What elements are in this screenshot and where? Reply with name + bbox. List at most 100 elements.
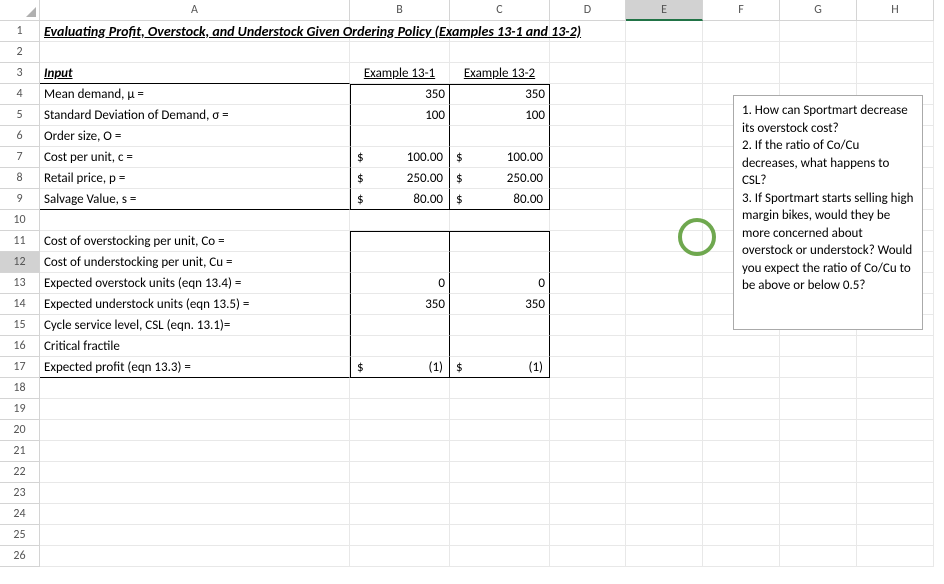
cell-C19[interactable] xyxy=(450,399,550,420)
cell-D25[interactable] xyxy=(550,525,626,546)
comment-textbox[interactable]: 1. How can Sportmart decrease its overst… xyxy=(733,95,923,330)
row-header-22[interactable]: 22 xyxy=(0,462,40,483)
cell-C3[interactable]: Example 13-2 xyxy=(450,63,550,84)
cell-E9[interactable] xyxy=(626,189,703,210)
cell-G19[interactable] xyxy=(780,399,857,420)
cell-H17[interactable] xyxy=(857,357,934,378)
cell-D4[interactable] xyxy=(550,84,626,105)
cell-E19[interactable] xyxy=(626,399,703,420)
cell-A3[interactable]: Input xyxy=(40,63,350,84)
cell-H18[interactable] xyxy=(857,378,934,399)
cell-C5[interactable]: 100 xyxy=(450,105,550,126)
cell-A17[interactable]: Expected profit (eqn 13.3) = xyxy=(40,357,350,378)
row-header-25[interactable]: 25 xyxy=(0,525,40,546)
cell-H19[interactable] xyxy=(857,399,934,420)
cell-A25[interactable] xyxy=(40,525,350,546)
cell-E13[interactable] xyxy=(626,273,703,294)
row-header-14[interactable]: 14 xyxy=(0,294,40,315)
cell-G3[interactable] xyxy=(780,63,857,84)
row-header-11[interactable]: 11 xyxy=(0,231,40,252)
cell-C20[interactable] xyxy=(450,420,550,441)
cell-B12[interactable] xyxy=(350,252,450,273)
cell-A19[interactable] xyxy=(40,399,350,420)
cell-A8[interactable]: Retail price, p = xyxy=(40,168,350,189)
cell-C13[interactable]: 0 xyxy=(450,273,550,294)
cell-F1[interactable] xyxy=(703,21,780,42)
cell-B25[interactable] xyxy=(350,525,450,546)
cell-B5[interactable]: 100 xyxy=(350,105,450,126)
cell-D13[interactable] xyxy=(550,273,626,294)
row-header-9[interactable]: 9 xyxy=(0,189,40,210)
cell-G18[interactable] xyxy=(780,378,857,399)
cell-B24[interactable] xyxy=(350,504,450,525)
cell-B8[interactable]: $250.00 xyxy=(350,168,450,189)
column-header-A[interactable]: A xyxy=(40,0,350,21)
cell-F3[interactable] xyxy=(703,63,780,84)
cell-G24[interactable] xyxy=(780,504,857,525)
row-header-2[interactable]: 2 xyxy=(0,42,40,63)
cell-A24[interactable] xyxy=(40,504,350,525)
cell-G16[interactable] xyxy=(780,336,857,357)
cell-E22[interactable] xyxy=(626,462,703,483)
cell-D3[interactable] xyxy=(550,63,626,84)
column-header-F[interactable]: F xyxy=(703,0,780,21)
cell-F25[interactable] xyxy=(703,525,780,546)
row-header-20[interactable]: 20 xyxy=(0,420,40,441)
cell-C25[interactable] xyxy=(450,525,550,546)
cell-F24[interactable] xyxy=(703,504,780,525)
row-header-13[interactable]: 13 xyxy=(0,273,40,294)
cell-E15[interactable] xyxy=(626,315,703,336)
cell-B17[interactable]: $(1) xyxy=(350,357,450,378)
cell-B4[interactable]: 350 xyxy=(350,84,450,105)
cell-H22[interactable] xyxy=(857,462,934,483)
row-header-16[interactable]: 16 xyxy=(0,336,40,357)
cell-A15[interactable]: Cycle service level, CSL (eqn. 13.1)= xyxy=(40,315,350,336)
row-header-4[interactable]: 4 xyxy=(0,84,40,105)
cell-E21[interactable] xyxy=(626,441,703,462)
cell-E16[interactable] xyxy=(626,336,703,357)
cell-A18[interactable] xyxy=(40,378,350,399)
cell-F16[interactable] xyxy=(703,336,780,357)
cell-D18[interactable] xyxy=(550,378,626,399)
cell-H3[interactable] xyxy=(857,63,934,84)
cell-E1[interactable] xyxy=(626,21,703,42)
cell-D23[interactable] xyxy=(550,483,626,504)
cell-D16[interactable] xyxy=(550,336,626,357)
cell-B6[interactable] xyxy=(350,126,450,147)
cell-A6[interactable]: Order size, O = xyxy=(40,126,350,147)
cell-F22[interactable] xyxy=(703,462,780,483)
cell-F18[interactable] xyxy=(703,378,780,399)
cell-D24[interactable] xyxy=(550,504,626,525)
cell-H26[interactable] xyxy=(857,546,934,567)
cell-D7[interactable] xyxy=(550,147,626,168)
cell-B23[interactable] xyxy=(350,483,450,504)
row-header-19[interactable]: 19 xyxy=(0,399,40,420)
cell-E26[interactable] xyxy=(626,546,703,567)
cell-A9[interactable]: Salvage Value, s = xyxy=(40,189,350,210)
cell-G1[interactable] xyxy=(780,21,857,42)
cell-B22[interactable] xyxy=(350,462,450,483)
row-header-24[interactable]: 24 xyxy=(0,504,40,525)
cell-A1[interactable]: Evaluating Profit, Overstock, and Unders… xyxy=(40,21,350,42)
cell-D2[interactable] xyxy=(550,42,626,63)
cell-C11[interactable] xyxy=(450,231,550,252)
cell-E17[interactable] xyxy=(626,357,703,378)
cell-C23[interactable] xyxy=(450,483,550,504)
cell-B2[interactable] xyxy=(350,42,450,63)
cell-A20[interactable] xyxy=(40,420,350,441)
cell-B9[interactable]: $80.00 xyxy=(350,189,450,210)
cell-D9[interactable] xyxy=(550,189,626,210)
cell-C2[interactable] xyxy=(450,42,550,63)
column-header-B[interactable]: B xyxy=(350,0,450,21)
cell-E18[interactable] xyxy=(626,378,703,399)
select-all-corner[interactable] xyxy=(0,0,40,21)
cell-B18[interactable] xyxy=(350,378,450,399)
cell-C24[interactable] xyxy=(450,504,550,525)
cell-D6[interactable] xyxy=(550,126,626,147)
cell-G22[interactable] xyxy=(780,462,857,483)
cell-F19[interactable] xyxy=(703,399,780,420)
cell-H25[interactable] xyxy=(857,525,934,546)
cell-D17[interactable] xyxy=(550,357,626,378)
cell-C26[interactable] xyxy=(450,546,550,567)
cell-C18[interactable] xyxy=(450,378,550,399)
